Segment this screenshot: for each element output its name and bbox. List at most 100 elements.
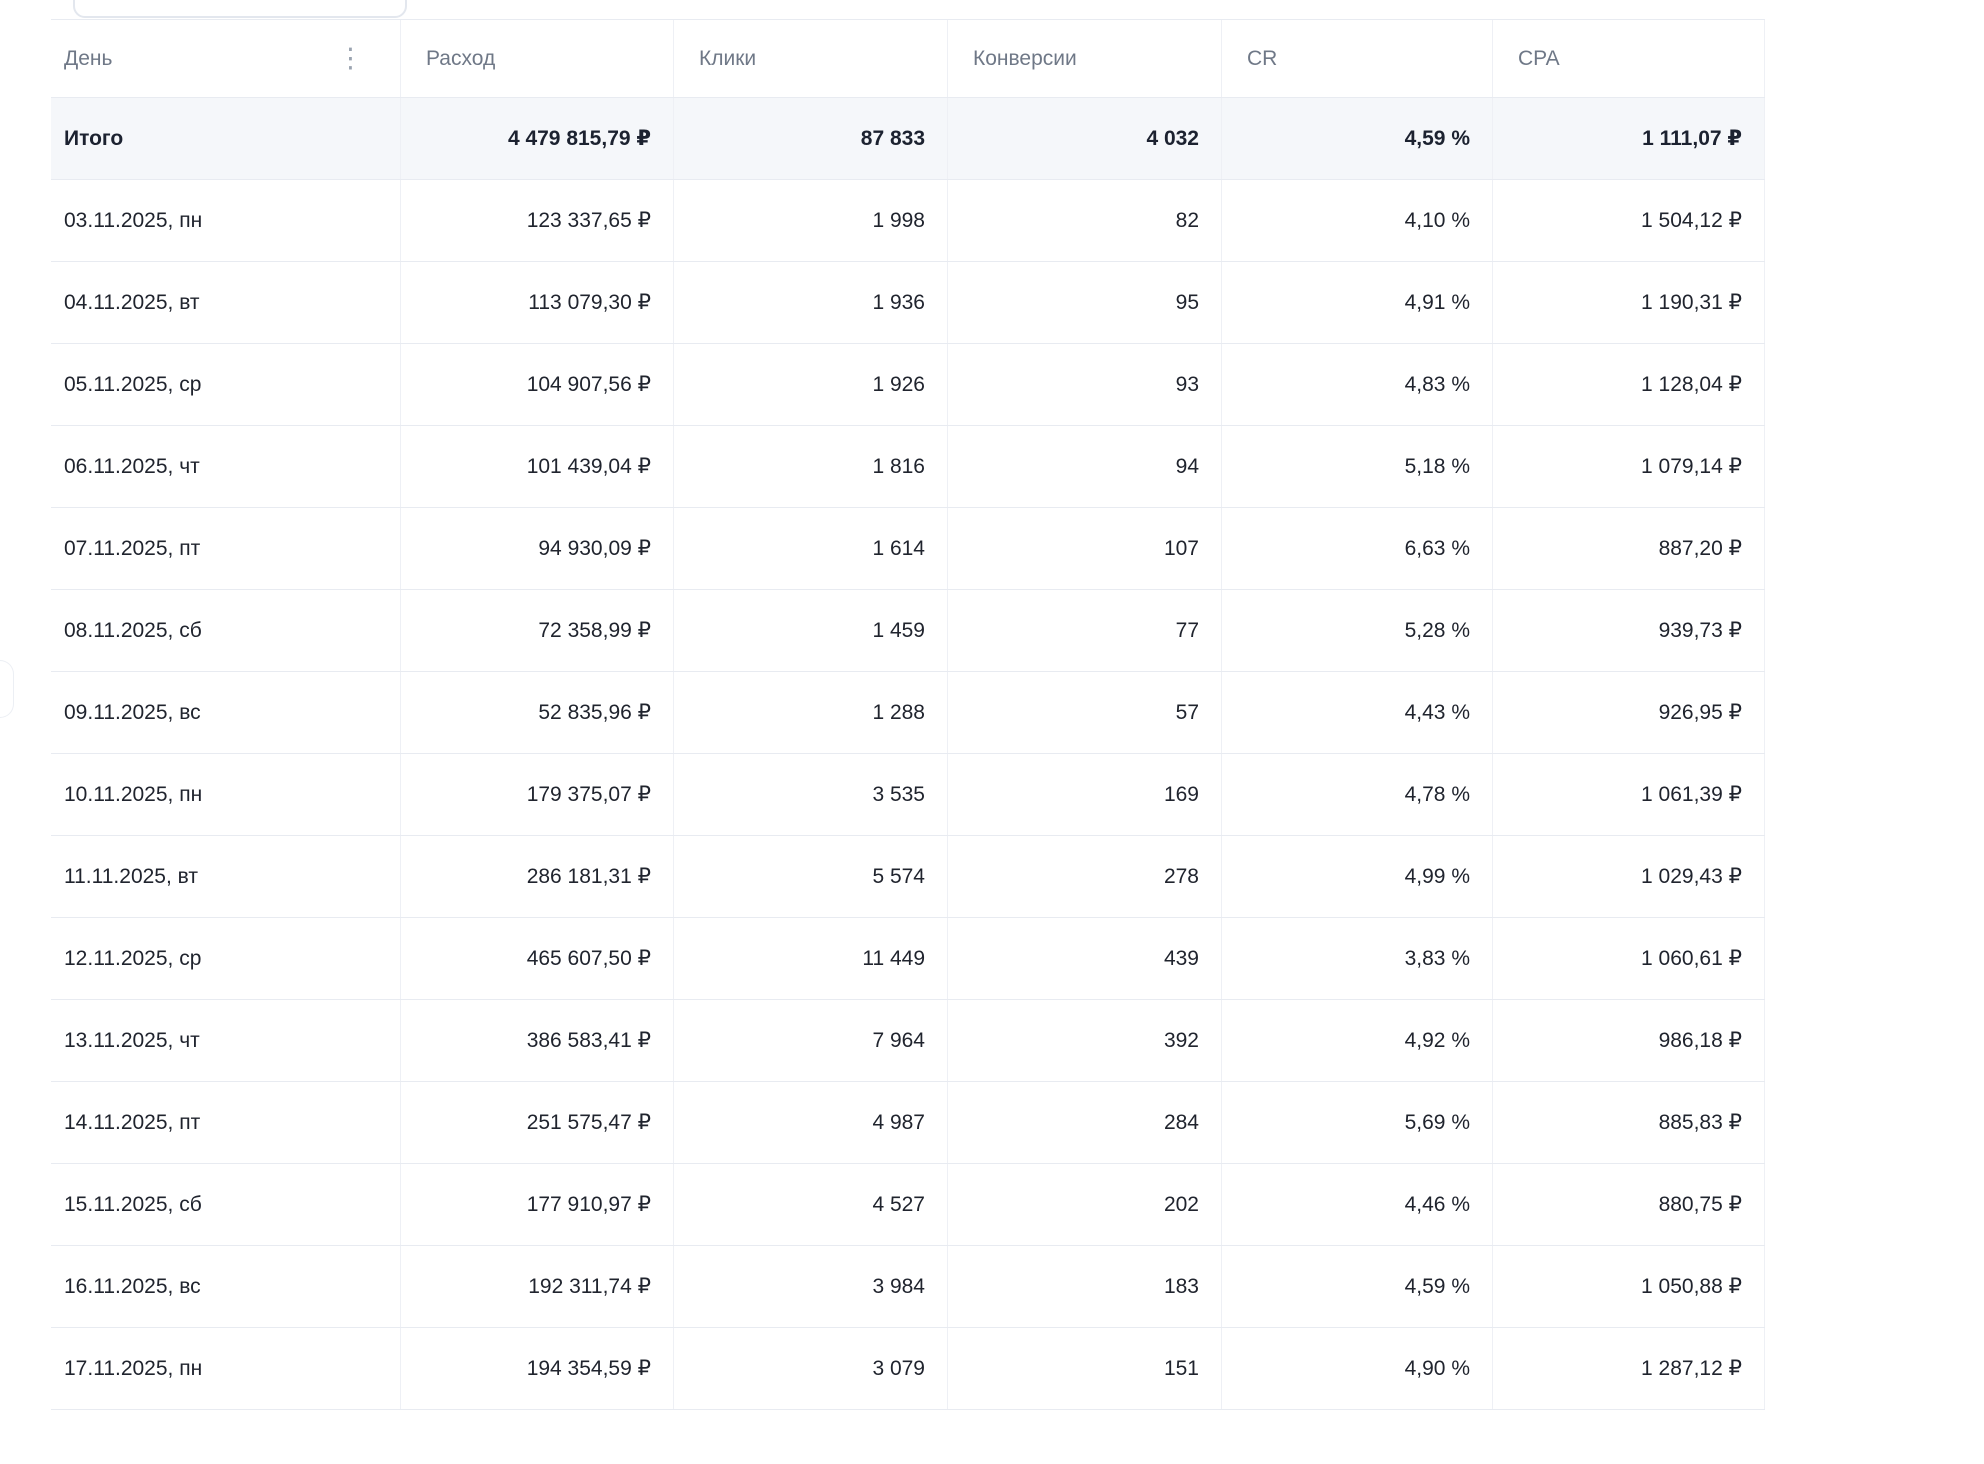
cell-cr: 4,59 %: [1222, 98, 1493, 179]
cell-day: 14.11.2025, пт: [51, 1082, 401, 1163]
cell-cr: 4,90 %: [1222, 1328, 1493, 1409]
table-row: 05.11.2025, ср 104 907,56 ₽1 926 93 4,83 % 1…: [51, 344, 1765, 426]
cell-clicks: 1 926: [674, 344, 948, 425]
table-rows: Итого 4 479 815,79 ₽87 833 4 032 4,59 % 1 11…: [51, 98, 1765, 1410]
cell-cpa: 885,83 ₽: [1493, 1082, 1765, 1163]
table-row: 14.11.2025, пт 251 575,47 ₽4 987 284 5,69 %…: [51, 1082, 1765, 1164]
cell-clicks: 1 998: [674, 180, 948, 261]
cell-spend: 4 479 815,79 ₽: [401, 98, 674, 179]
cell-cpa: 939,73 ₽: [1493, 590, 1765, 671]
cell-cpa: 1 190,31 ₽: [1493, 262, 1765, 343]
cell-spend: 179 375,07 ₽: [401, 754, 674, 835]
cell-cr: 5,18 %: [1222, 426, 1493, 507]
table-row: 07.11.2025, пт 94 930,09 ₽1 614 107 6,63 % 8…: [51, 508, 1765, 590]
cell-cr: 5,28 %: [1222, 590, 1493, 671]
table-row: 04.11.2025, вт 113 079,30 ₽1 936 95 4,91 % 1…: [51, 262, 1765, 344]
cell-cpa: 1 504,12 ₽: [1493, 180, 1765, 261]
cell-day: 04.11.2025, вт: [51, 262, 401, 343]
partial-filter-control[interactable]: [73, 0, 407, 18]
cell-cpa: 1 287,12 ₽: [1493, 1328, 1765, 1409]
cell-cpa: 1 060,61 ₽: [1493, 918, 1765, 999]
cell-day: 10.11.2025, пн: [51, 754, 401, 835]
table-row: 08.11.2025, сб 72 358,99 ₽1 459 77 5,28 % 93…: [51, 590, 1765, 672]
cell-cr: 4,92 %: [1222, 1000, 1493, 1081]
cell-conversions: 93: [948, 344, 1222, 425]
table-row: 09.11.2025, вс 52 835,96 ₽1 288 57 4,43 % 92…: [51, 672, 1765, 754]
column-header-cr[interactable]: CR: [1222, 20, 1493, 97]
cell-conversions: 439: [948, 918, 1222, 999]
cell-clicks: 4 527: [674, 1164, 948, 1245]
cell-cpa: 1 079,14 ₽: [1493, 426, 1765, 507]
cell-day: 08.11.2025, сб: [51, 590, 401, 671]
cell-day: Итого: [51, 98, 401, 179]
cell-spend: 192 311,74 ₽: [401, 1246, 674, 1327]
cell-clicks: 1 288: [674, 672, 948, 753]
cell-cr: 4,10 %: [1222, 180, 1493, 261]
cell-spend: 113 079,30 ₽: [401, 262, 674, 343]
cell-conversions: 183: [948, 1246, 1222, 1327]
cell-day: 12.11.2025, ср: [51, 918, 401, 999]
column-header-day-label: День: [64, 46, 113, 70]
cell-spend: 101 439,04 ₽: [401, 426, 674, 507]
cell-day: 13.11.2025, чт: [51, 1000, 401, 1081]
cell-cr: 4,83 %: [1222, 344, 1493, 425]
cell-cpa: 1 061,39 ₽: [1493, 754, 1765, 835]
cell-cr: 4,59 %: [1222, 1246, 1493, 1327]
cell-day: 16.11.2025, вс: [51, 1246, 401, 1327]
cell-clicks: 7 964: [674, 1000, 948, 1081]
cell-conversions: 392: [948, 1000, 1222, 1081]
cell-cr: 3,83 %: [1222, 918, 1493, 999]
cell-cpa: 880,75 ₽: [1493, 1164, 1765, 1245]
cell-conversions: 278: [948, 836, 1222, 917]
cell-clicks: 3 079: [674, 1328, 948, 1409]
cell-day: 15.11.2025, сб: [51, 1164, 401, 1245]
cell-spend: 52 835,96 ₽: [401, 672, 674, 753]
table-row: 12.11.2025, ср 465 607,50 ₽11 449 439 3,83 …: [51, 918, 1765, 1000]
cell-spend: 386 583,41 ₽: [401, 1000, 674, 1081]
cell-day: 05.11.2025, ср: [51, 344, 401, 425]
cell-spend: 72 358,99 ₽: [401, 590, 674, 671]
cell-clicks: 1 816: [674, 426, 948, 507]
cell-spend: 251 575,47 ₽: [401, 1082, 674, 1163]
cell-day: 17.11.2025, пн: [51, 1328, 401, 1409]
table-row: 03.11.2025, пн 123 337,65 ₽1 998 82 4,10 % 1…: [51, 180, 1765, 262]
cell-conversions: 151: [948, 1328, 1222, 1409]
table-row: 13.11.2025, чт 386 583,41 ₽7 964 392 4,92 %…: [51, 1000, 1765, 1082]
cell-clicks: 5 574: [674, 836, 948, 917]
column-header-conversions[interactable]: Конверсии: [948, 20, 1222, 97]
cell-day: 06.11.2025, чт: [51, 426, 401, 507]
column-header-cpa[interactable]: CPA: [1493, 20, 1765, 97]
column-menu-icon[interactable]: ⋮: [337, 43, 364, 73]
cell-spend: 177 910,97 ₽: [401, 1164, 674, 1245]
totals-row: Итого 4 479 815,79 ₽87 833 4 032 4,59 % 1 11…: [51, 98, 1765, 180]
table-row: 10.11.2025, пн 179 375,07 ₽3 535 169 4,78 %…: [51, 754, 1765, 836]
table-row: 16.11.2025, вс 192 311,74 ₽3 984 183 4,59 %…: [51, 1246, 1765, 1328]
cell-clicks: 11 449: [674, 918, 948, 999]
column-header-clicks[interactable]: Клики: [674, 20, 948, 97]
cell-conversions: 107: [948, 508, 1222, 589]
cell-cr: 4,78 %: [1222, 754, 1493, 835]
cell-conversions: 94: [948, 426, 1222, 507]
cell-clicks: 1 614: [674, 508, 948, 589]
cell-spend: 286 181,31 ₽: [401, 836, 674, 917]
cell-cpa: 1 050,88 ₽: [1493, 1246, 1765, 1327]
column-header-spend[interactable]: Расход: [401, 20, 674, 97]
cell-cpa: 887,20 ₽: [1493, 508, 1765, 589]
cell-day: 11.11.2025, вт: [51, 836, 401, 917]
cell-spend: 465 607,50 ₽: [401, 918, 674, 999]
table-header-row: День ⋮ Расход Клики Конверсии CR CPA: [51, 20, 1765, 98]
sidebar-collapse-handle[interactable]: [0, 660, 14, 718]
cell-spend: 94 930,09 ₽: [401, 508, 674, 589]
cell-conversions: 95: [948, 262, 1222, 343]
table-row: 15.11.2025, сб 177 910,97 ₽4 527 202 4,46 %…: [51, 1164, 1765, 1246]
table-row: 11.11.2025, вт 286 181,31 ₽5 574 278 4,99 %…: [51, 836, 1765, 918]
cell-cr: 4,46 %: [1222, 1164, 1493, 1245]
cell-conversions: 169: [948, 754, 1222, 835]
cell-day: 09.11.2025, вс: [51, 672, 401, 753]
cell-cpa: 986,18 ₽: [1493, 1000, 1765, 1081]
table-row: 06.11.2025, чт 101 439,04 ₽1 816 94 5,18 % 1…: [51, 426, 1765, 508]
cell-clicks: 1 459: [674, 590, 948, 671]
cell-clicks: 4 987: [674, 1082, 948, 1163]
column-header-day[interactable]: День ⋮: [51, 20, 401, 97]
